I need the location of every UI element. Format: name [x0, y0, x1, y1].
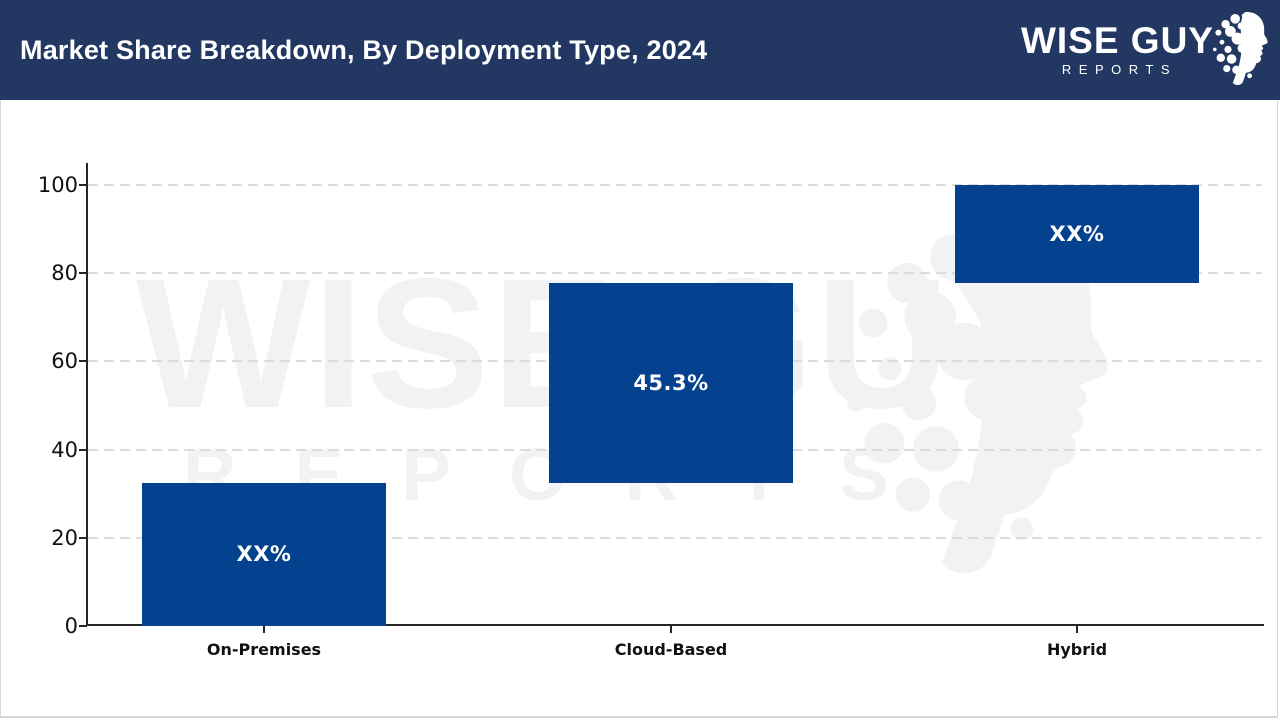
- y-tick-mark: [79, 360, 87, 363]
- bar-hybrid: XX%: [955, 185, 1199, 283]
- y-tick-label: 80: [51, 261, 78, 286]
- bar-value-label: 45.3%: [633, 370, 709, 395]
- x-axis-line: [86, 624, 1264, 626]
- x-category-label: On-Premises: [206, 640, 322, 659]
- y-tick-mark: [79, 184, 87, 186]
- header-bar: Market Share Breakdown, By Deployment Ty…: [0, 0, 1280, 100]
- x-tick-mark: [263, 626, 265, 633]
- y-tick-label: 100: [37, 173, 78, 197]
- y-axis-line: [86, 162, 88, 626]
- x-category-label: Cloud-Based: [614, 640, 728, 659]
- y-tick-label: 40: [51, 437, 78, 462]
- page-title: Market Share Breakdown, By Deployment Ty…: [20, 34, 708, 65]
- x-tick-mark: [1076, 626, 1078, 633]
- gridline-20: [88, 536, 1262, 539]
- y-tick-mark: [79, 536, 87, 539]
- x-category-label: Hybrid: [1046, 640, 1108, 659]
- bar-value-label: XX%: [1049, 221, 1105, 246]
- bar-cloud-based: 45.3%: [549, 282, 793, 483]
- y-tick-label: 0: [64, 614, 78, 638]
- y-tick-mark: [79, 448, 87, 451]
- wise-guy-face-icon: [1213, 12, 1268, 86]
- y-tick-mark: [79, 625, 87, 627]
- bar-value-label: XX%: [236, 542, 292, 567]
- brand-subname: REPORTS: [1061, 62, 1178, 77]
- gridline-100: [88, 184, 1262, 186]
- y-tick-mark: [79, 272, 87, 275]
- brand-logo: WISE GUY REPORTS: [1021, 0, 1270, 100]
- y-tick-label: 60: [51, 349, 78, 374]
- gridline-80: [88, 272, 1262, 275]
- y-tick-label: 20: [51, 525, 78, 550]
- brand-logo-text: WISE GUY REPORTS: [1020, 20, 1214, 77]
- brand-name: WISE GUY: [1020, 20, 1214, 61]
- x-tick-mark: [670, 626, 672, 633]
- bar-on-premises: XX%: [142, 482, 386, 626]
